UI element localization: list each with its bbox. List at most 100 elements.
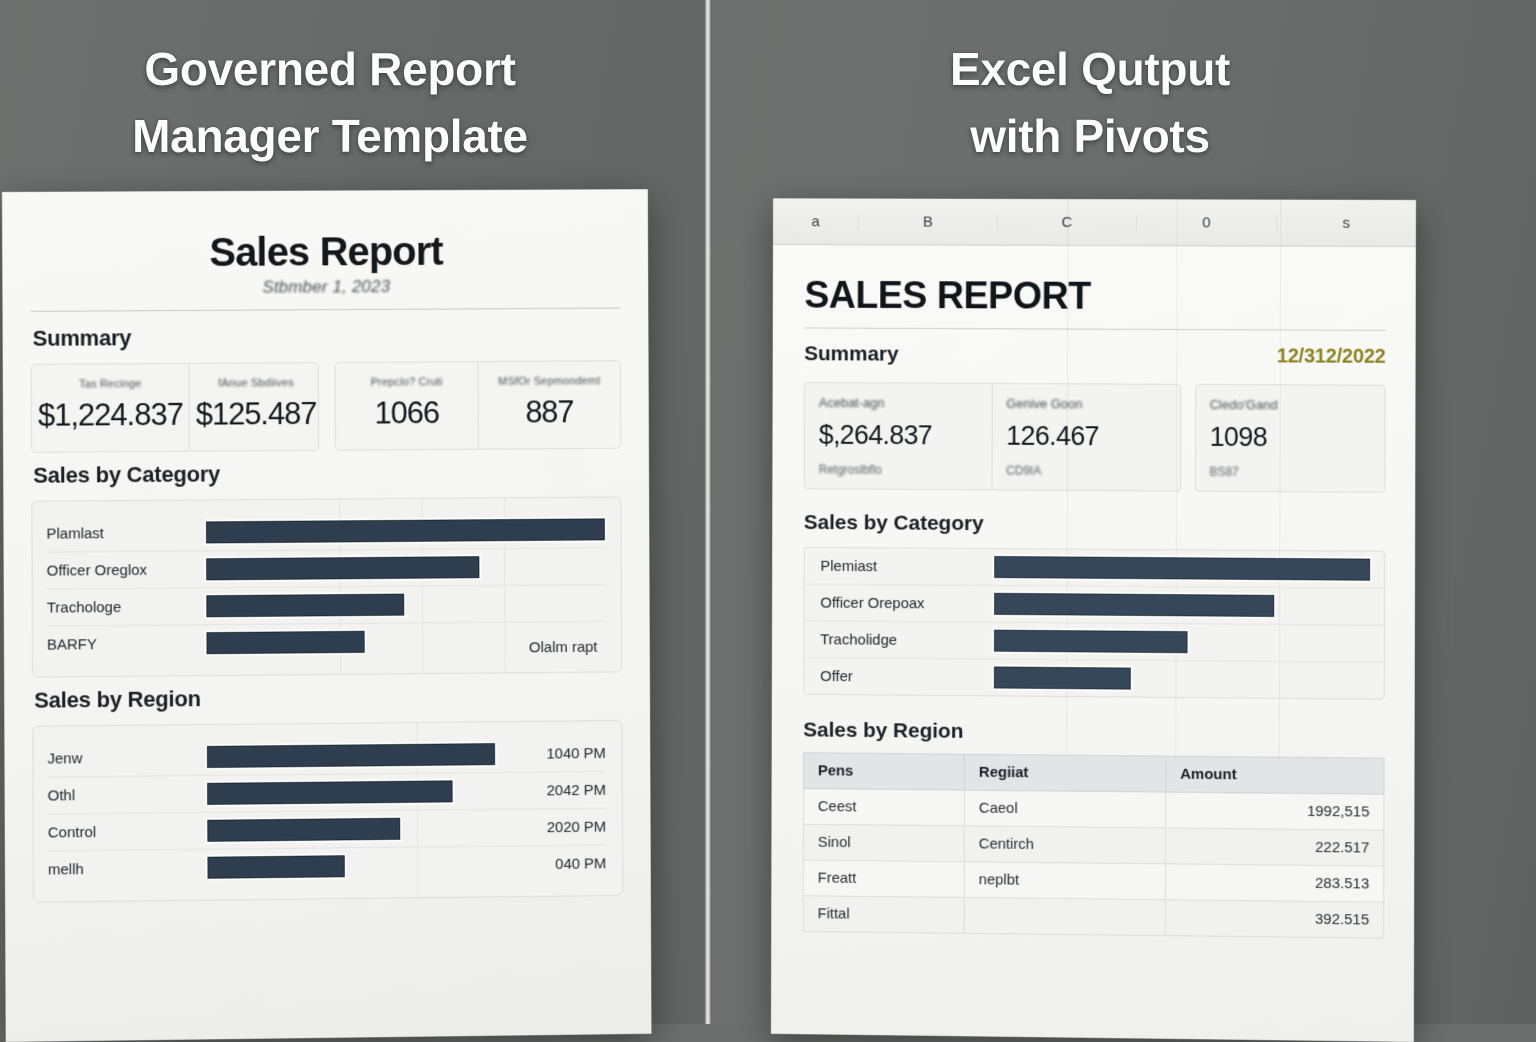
kpi-label: fAnue Sbdiives <box>196 377 317 391</box>
region-bar <box>207 855 345 878</box>
category-label: Trachologe <box>47 598 207 616</box>
pivot-col-amount[interactable]: Amount <box>1166 756 1384 794</box>
left-panel-title-line1: Governed Report <box>144 43 515 95</box>
excel-region-heading: Sales by Region <box>803 719 1384 748</box>
kpi-value: $125.487 <box>196 396 317 433</box>
kpi-row: Tas Recinge $1,224.837 fAnue Sbdiives $1… <box>31 360 622 453</box>
bar-track <box>207 736 515 775</box>
kpi-value: $1,224.837 <box>38 397 183 434</box>
pivot-cell-amount: 222.517 <box>1166 828 1384 866</box>
region-value: 040 PM <box>515 855 606 873</box>
excel-kpi-row: Acebat-agn $,264.837 Retgroslbflo Genive… <box>804 382 1386 493</box>
pivot-cell-pens: Fittal <box>803 896 964 934</box>
kpi-card[interactable]: Prepclo? Cruti 1066 <box>336 362 479 450</box>
category-bar <box>206 518 605 543</box>
column-header-e[interactable]: s <box>1277 214 1416 231</box>
pivot-cell-pens: Freatt <box>803 860 964 898</box>
chart-row: BARFY <box>47 621 606 663</box>
report-title: Sales Report <box>30 229 620 277</box>
kpi-group-counts: Prepclo? Cruti 1066 MSfOr Sepmondemt 887 <box>335 360 622 450</box>
excel-kpi-label: Cledo'Gand <box>1210 397 1371 413</box>
excel-kpi-card[interactable]: Cledo'Gand 1098 BS87 <box>1196 385 1385 492</box>
report-date-subtitle: Stbmber 1, 2023 <box>30 276 620 299</box>
spreadsheet-column-header-row: a B C 0 s <box>773 198 1416 247</box>
region-label: Control <box>48 822 208 841</box>
pivot-table[interactable]: Pens Regiiat Amount Ceest Caeol 1992,515… <box>803 752 1385 938</box>
pivot-cell-amount: 283.513 <box>1165 864 1383 902</box>
category-bar <box>206 556 480 580</box>
region-value: 1040 PM <box>515 745 606 763</box>
chart-row: Control 2020 PM <box>48 808 607 851</box>
excel-summary-heading: Summary <box>804 342 898 366</box>
kpi-value: 887 <box>485 394 615 431</box>
chart-row: Officer Oreglox <box>47 547 606 588</box>
excel-category-label: Officer Orepoax <box>805 594 995 612</box>
excel-report-date: 12/312/2022 <box>1277 345 1386 368</box>
chart-row: Othl 2042 PM <box>48 771 607 814</box>
chart-note: Olalm rapt <box>529 639 597 657</box>
bar-track <box>994 586 1384 625</box>
excel-summary-row: Summary 12/312/2022 <box>804 342 1385 369</box>
sales-by-category-heading: Sales by Category <box>33 459 621 489</box>
pivot-cell-pens: Ceest <box>804 789 965 826</box>
table-row[interactable]: Sinol Centirch 222.517 <box>803 824 1383 866</box>
excel-report-title: SALES REPORT <box>804 275 1385 320</box>
excel-kpi-value: $,264.837 <box>819 420 978 452</box>
excel-category-label: Tracholidge <box>804 631 994 649</box>
excel-chart-row: Plemiast <box>805 548 1384 588</box>
bar-track <box>994 660 1384 699</box>
excel-kpi-value: 1098 <box>1210 422 1371 454</box>
pivot-col-region[interactable]: Regiiat <box>965 754 1166 792</box>
excel-header-divider <box>804 327 1385 330</box>
kpi-label: Prepclo? Cruti <box>342 376 472 390</box>
column-header-a[interactable]: a <box>773 213 859 230</box>
header-divider <box>31 308 621 312</box>
kpi-card[interactable]: MSfOr Sepmondemt 887 <box>478 361 620 448</box>
excel-chart-row: Offer <box>804 657 1383 699</box>
bar-track <box>207 773 515 812</box>
kpi-card[interactable]: Tas Recinge $1,224.837 <box>32 364 190 452</box>
excel-kpi-card[interactable]: Acebat-agn $,264.837 Retgroslbflo <box>805 383 993 489</box>
excel-kpi-card[interactable]: Genive Goon 126.467 CD9IA <box>992 384 1180 491</box>
category-bar <box>206 631 364 654</box>
comparison-stage: Governed Report Manager Template Excel Q… <box>0 0 1536 1024</box>
table-row[interactable]: Ceest Caeol 1992,515 <box>804 789 1384 831</box>
excel-sales-by-category-chart: Plemiast Officer Orepoax Tracholidge <box>803 547 1385 700</box>
excel-category-bar <box>994 630 1187 653</box>
excel-output-document[interactable]: a B C 0 s SALES REPORT Summary 12/312/20… <box>771 198 1416 1042</box>
kpi-label: Tas Recinge <box>38 378 183 392</box>
region-bar <box>207 818 400 842</box>
table-row[interactable]: Fittal 392.515 <box>803 896 1383 938</box>
region-value: 2020 PM <box>515 818 606 836</box>
region-label: Jenw <box>47 748 207 767</box>
pivot-col-pens[interactable]: Pens <box>804 753 965 790</box>
right-panel-title-line1: Excel Qutput <box>950 43 1230 95</box>
pivot-cell-amount: 392.515 <box>1165 900 1383 938</box>
column-header-d[interactable]: 0 <box>1137 214 1277 231</box>
bar-track <box>994 549 1384 588</box>
excel-chart-row: Officer Orepoax <box>805 584 1384 625</box>
excel-kpi-group-left: Acebat-agn $,264.837 Retgroslbflo Genive… <box>804 382 1181 492</box>
pivot-header-row: Pens Regiiat Amount <box>804 753 1384 794</box>
region-label: mellh <box>48 859 208 878</box>
sales-by-region-heading: Sales by Region <box>34 682 622 713</box>
panel-divider <box>704 0 712 1024</box>
excel-category-bar <box>994 556 1370 581</box>
excel-kpi-label: Acebat-agn <box>819 395 978 411</box>
excel-category-label: Plemiast <box>805 557 995 575</box>
column-header-b[interactable]: B <box>859 213 998 230</box>
region-bar <box>207 743 495 768</box>
kpi-card[interactable]: fAnue Sbdiives $125.487 <box>190 363 320 451</box>
excel-kpi-sublabel: Retgroslbflo <box>819 463 978 478</box>
bar-track <box>207 846 515 885</box>
governed-report-document[interactable]: Sales Report Stbmber 1, 2023 Summary Tas… <box>2 189 651 1042</box>
category-label: Plamlast <box>46 524 206 542</box>
summary-heading: Summary <box>33 322 621 351</box>
excel-kpi-label: Genive Goon <box>1006 396 1166 412</box>
category-label: BARFY <box>47 635 207 653</box>
excel-category-heading: Sales by Category <box>804 511 1385 539</box>
kpi-label: MSfOr Sepmondemt <box>484 375 614 389</box>
sales-by-region-chart: Jenw 1040 PM Othl 2042 PM Control <box>32 720 623 903</box>
chart-row: mellh 040 PM <box>48 844 607 887</box>
excel-category-bar <box>994 593 1274 617</box>
